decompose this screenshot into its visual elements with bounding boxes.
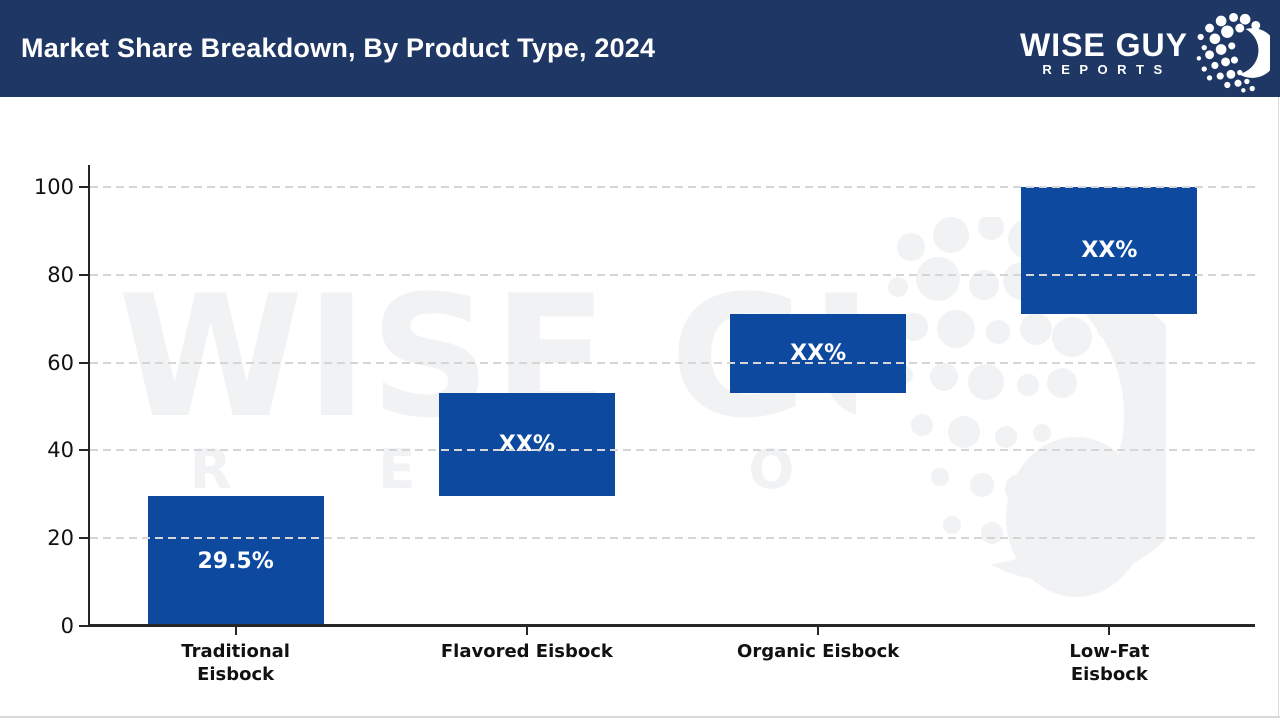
y-tick-label-0: 0 xyxy=(60,614,74,638)
page-right-rule xyxy=(1278,97,1279,716)
x-tick-mark-traditional-eisbock xyxy=(234,626,237,635)
watermark-subtitle: R E P O R T S xyxy=(190,438,1231,551)
x-tick-mark-organic-eisbock xyxy=(817,626,820,635)
y-tick-label-100: 100 xyxy=(33,174,74,199)
bar-traditional-eisbock: 29.5% xyxy=(147,496,324,626)
gridline-100 xyxy=(90,185,1255,188)
bar-low-fat-eisbock: XX% xyxy=(1021,186,1198,315)
wiseguy-logo: WISE GUY REPORTS xyxy=(1020,10,1270,96)
y-tick-mark-20 xyxy=(79,537,88,540)
bar-value-label: XX% xyxy=(1081,238,1138,264)
bar-organic-eisbock: XX% xyxy=(730,314,907,394)
x-tick-mark-flavored-eisbock xyxy=(525,626,528,635)
x-category-label-flavored-eisbock: Flavored Eisbock xyxy=(440,641,613,662)
x-tick-mark-low-fat-eisbock xyxy=(1108,626,1111,635)
bar-flavored-eisbock: XX% xyxy=(438,393,615,497)
page-bottom-rule xyxy=(0,716,1280,718)
x-category-label-organic-eisbock: Organic Eisbock xyxy=(737,641,900,662)
logo-subtitle: REPORTS xyxy=(1042,62,1172,78)
x-axis-spine xyxy=(88,624,1255,627)
y-tick-mark-60 xyxy=(79,361,88,364)
bar-value-label: XX% xyxy=(498,432,555,458)
gridline-80 xyxy=(90,273,1255,276)
gridline-60 xyxy=(90,361,1255,364)
bar-value-label: 29.5% xyxy=(197,548,274,574)
logo-wordmark: WISE GUY xyxy=(1019,26,1188,63)
header-bar: Market Share Breakdown, By Product Type,… xyxy=(0,0,1280,97)
y-tick-mark-80 xyxy=(79,273,88,276)
y-tick-label-80: 80 xyxy=(47,262,74,287)
gridline-40 xyxy=(90,449,1255,452)
y-tick-label-20: 20 xyxy=(47,526,74,551)
page-title: Market Share Breakdown, By Product Type,… xyxy=(21,33,656,63)
gridline-20 xyxy=(90,537,1255,540)
y-tick-mark-0 xyxy=(79,625,88,627)
y-tick-label-60: 60 xyxy=(47,350,74,375)
chart-plot-area: WISE GUY R E P O R T S xyxy=(34,165,1255,685)
logo-face-icon xyxy=(1196,13,1270,93)
logo-text: WISE GUY REPORTS xyxy=(1019,26,1188,78)
y-tick-label-40: 40 xyxy=(47,438,74,463)
x-category-label-low-fat-eisbock: Low-Fat Eisbock xyxy=(1069,641,1150,686)
y-tick-mark-40 xyxy=(79,449,88,452)
x-category-label-traditional-eisbock: Traditional Eisbock xyxy=(181,641,290,686)
y-tick-mark-100 xyxy=(79,185,88,188)
